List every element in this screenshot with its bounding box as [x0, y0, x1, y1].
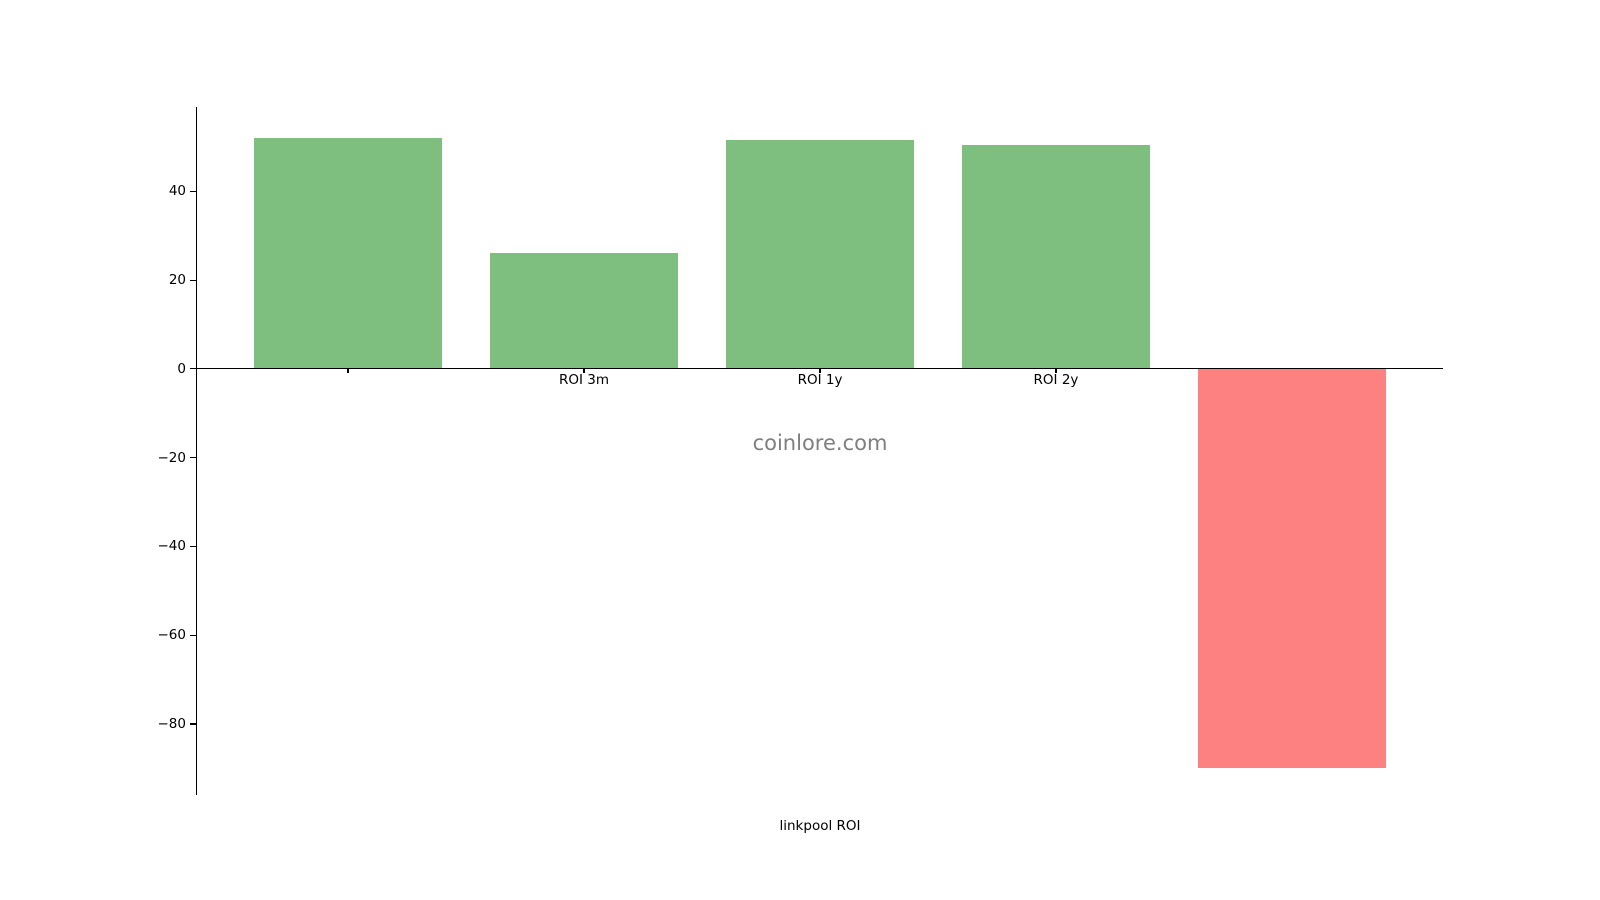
- y-axis-line: [195, 107, 197, 795]
- y-tick-label: −80: [157, 715, 187, 732]
- y-tick-label: 40: [168, 183, 186, 200]
- x-tick: [1055, 368, 1057, 373]
- y-tick-label: 0: [177, 360, 186, 377]
- x-tick: [819, 368, 821, 373]
- x-tick-label: ROI 2y: [1033, 371, 1079, 388]
- bar: [1197, 368, 1387, 769]
- y-tick: [190, 723, 196, 725]
- x-tick: [583, 368, 585, 373]
- y-tick: [190, 368, 196, 370]
- y-tick: [190, 279, 196, 281]
- x-axis-title: linkpool ROI: [779, 818, 861, 834]
- y-tick-label: −60: [157, 627, 187, 644]
- y-tick-label: −20: [157, 449, 187, 466]
- y-tick: [190, 545, 196, 548]
- x-tick: [347, 368, 349, 373]
- bar: [489, 253, 679, 369]
- x-axis-line: [197, 368, 1443, 370]
- bar: [961, 144, 1151, 369]
- x-tick-label: ROI 1y: [797, 371, 843, 388]
- y-tick: [190, 634, 196, 636]
- bar: [253, 138, 443, 369]
- y-tick-label: −40: [157, 538, 187, 555]
- y-tick-label: 20: [168, 272, 186, 289]
- y-tick: [190, 190, 196, 192]
- watermark: coinlore.com: [752, 431, 888, 455]
- y-tick: [190, 457, 196, 459]
- bar: [725, 140, 915, 369]
- x-tick-label: ROI 3m: [558, 371, 610, 388]
